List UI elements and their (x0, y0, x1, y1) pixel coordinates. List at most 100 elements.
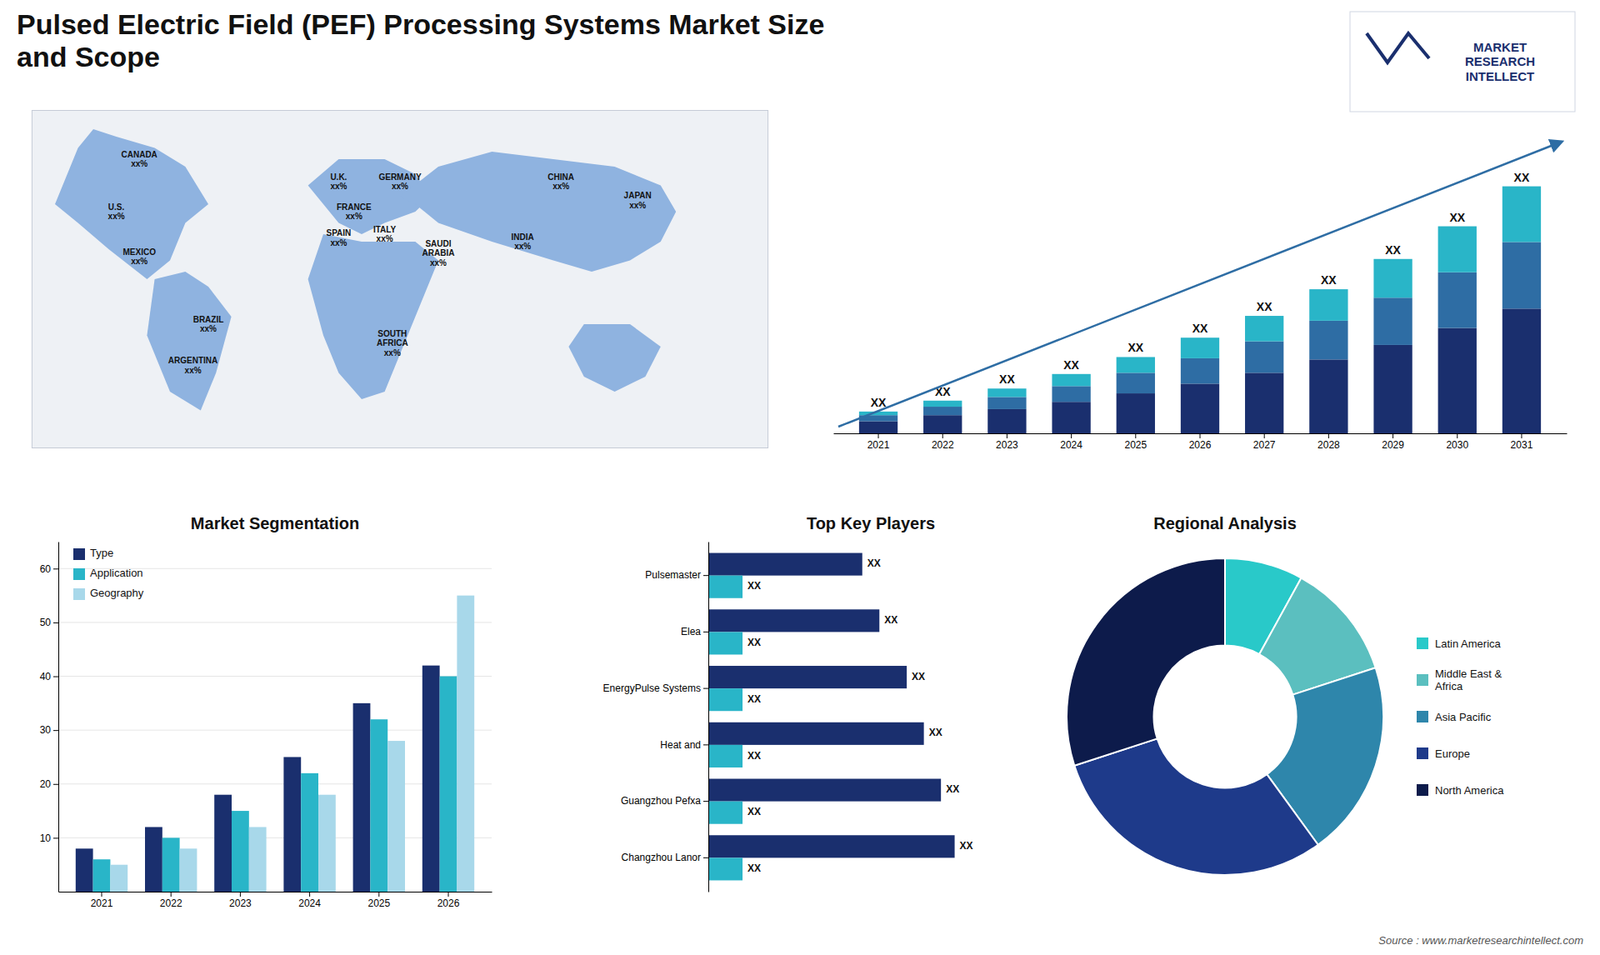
bar-segment (1438, 226, 1477, 273)
map-label-line: GERMANY (378, 172, 421, 182)
legend: Latin AmericaMiddle East &AfricaAsia Pac… (1416, 637, 1505, 797)
tick-label: 30 (40, 724, 52, 736)
bar (93, 859, 111, 892)
legend-swatch (73, 568, 85, 580)
canvas: Pulsed Electric Field (PEF) Processing S… (0, 0, 1600, 955)
legend-label: Geography (90, 586, 145, 600)
bar-segment (1051, 401, 1090, 434)
bar-segment (1245, 372, 1284, 434)
map-label-line: xx% (130, 256, 148, 266)
tick-mark (703, 744, 709, 745)
tick: 60 (40, 563, 59, 575)
bar (110, 865, 128, 892)
bar-segment (1309, 289, 1348, 321)
legend-label-line: Asia Pacific (1435, 710, 1492, 724)
bar-segment (923, 415, 962, 434)
bar (387, 740, 405, 892)
bar-segment (1180, 383, 1220, 434)
data-labels: XXXXXXXXXXXXXXXXXXXXXXXX (747, 557, 974, 875)
bar-segment (1502, 241, 1541, 309)
data-label: XX (867, 557, 881, 570)
bar (708, 779, 941, 802)
map-panel (31, 110, 768, 449)
map-label-line: xx% (384, 348, 401, 358)
bar-segment (1373, 345, 1412, 434)
map-label-line: xx% (376, 234, 394, 244)
map-label-line: xx% (330, 238, 347, 248)
map-label: GERMANYxx% (378, 172, 421, 192)
data-label: XX (747, 805, 761, 818)
map-label: SOUTHAFRICAxx% (376, 329, 409, 358)
legend-label: Application (90, 566, 144, 580)
tick-mark (448, 891, 450, 897)
map-label-line: xx% (200, 324, 217, 334)
bar (283, 756, 301, 892)
tick: 20 (40, 778, 59, 790)
bar-annotation: XX (1256, 300, 1273, 314)
map-label-line: xx% (108, 211, 125, 221)
bar-segment (1309, 359, 1348, 434)
tick-mark (1520, 433, 1522, 439)
tick: 2021 (90, 891, 114, 910)
bar-segment (1245, 341, 1284, 374)
bar (708, 745, 743, 768)
tick-mark (53, 730, 59, 731)
tick-mark (53, 568, 59, 570)
bar-segment (1180, 337, 1220, 359)
legend-label: Middle East &Africa (1435, 667, 1503, 693)
bar-segment (923, 400, 962, 407)
map-label-line: xx% (391, 181, 409, 191)
marks (859, 186, 1541, 434)
map-label-line: xx% (552, 181, 570, 191)
bar (318, 795, 336, 892)
tick-mark (703, 800, 709, 802)
tick-label: 2026 (1189, 439, 1212, 451)
tick-mark (101, 891, 103, 897)
legend-swatch (1416, 637, 1429, 650)
pie-slice (1066, 558, 1225, 766)
map-label-line: MEXICO (122, 247, 156, 257)
bar-segment (859, 411, 898, 415)
bar-segment (1502, 186, 1541, 243)
bar-segment (1502, 308, 1541, 434)
legend-swatch (1416, 784, 1429, 796)
axis-domain (59, 891, 493, 893)
logo-box (1350, 11, 1575, 112)
map-label-line: SAUDI (425, 239, 451, 249)
bar-annotation: XX (1385, 243, 1401, 257)
legend-swatch (1416, 747, 1429, 760)
tick-mark (53, 622, 59, 624)
bar (440, 676, 458, 892)
legend-label: Asia Pacific (1435, 710, 1492, 724)
tick: 2028 (1317, 433, 1340, 451)
map-label-line: xx% (130, 159, 148, 169)
bar-segment (859, 420, 898, 434)
tick: Guangzhou Pefxa (620, 795, 709, 807)
chart-title: Top Key Players (806, 514, 935, 533)
chart-panel: XXXXXXXXXXXXXXXXXXXXXX202120222023202420… (834, 141, 1568, 451)
data-labels: XXXXXXXXXXXXXXXXXXXXXX (870, 170, 1530, 410)
legend-swatch (1416, 674, 1429, 686)
tick-label: 10 (40, 832, 52, 845)
bar (708, 835, 955, 858)
map-label: SAUDIARABIAxx% (422, 239, 455, 268)
map-label: CHINAxx% (547, 172, 575, 192)
tick-label: 40 (40, 670, 52, 683)
tick-mark (1264, 433, 1265, 439)
data-label: XX (960, 840, 974, 852)
bar (300, 773, 319, 892)
chart-panel: Regional AnalysisLatin AmericaMiddle Eas… (1066, 514, 1505, 875)
tick: 2024 (1060, 433, 1083, 451)
data-label: XX (747, 693, 761, 705)
map-label-line: INDIA (511, 232, 535, 242)
tick: 2022 (931, 433, 955, 451)
tick: 2025 (1124, 433, 1147, 451)
tick-mark (1456, 433, 1458, 439)
annotations: U.S.xx%CANADAxx%MEXICOxx%BRAZILxx%ARGENT… (108, 11, 1585, 947)
map-label-line: xx% (629, 200, 646, 210)
data-label: XX (747, 636, 761, 649)
x-axis: 202120222023202420252026 (59, 891, 493, 910)
tick-label: 2025 (1124, 439, 1147, 451)
tick-label: 2021 (90, 897, 114, 910)
tick: EnergyPulse Systems (603, 682, 709, 695)
